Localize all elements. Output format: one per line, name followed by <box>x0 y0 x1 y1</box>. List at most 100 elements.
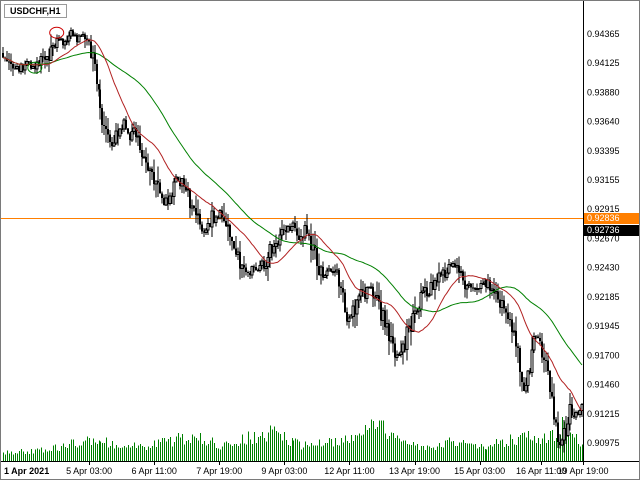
candle-bear <box>342 288 344 293</box>
volume-bar <box>465 443 466 461</box>
volume-bar <box>190 442 191 461</box>
candle-bear <box>141 150 143 157</box>
volume-bar <box>186 440 187 461</box>
candle-bear <box>247 272 249 273</box>
candle-bull <box>433 279 437 291</box>
volume-bar <box>258 437 259 461</box>
candle-bull <box>81 33 85 37</box>
candle-bull <box>479 283 483 290</box>
volume-bar <box>91 444 92 461</box>
candle-bear <box>454 263 456 267</box>
volume-bar <box>228 443 229 461</box>
volume-bar <box>548 440 549 461</box>
volume-bar <box>488 446 489 461</box>
candle-bear <box>253 266 255 268</box>
volume-bar <box>333 446 334 461</box>
candle-bull <box>437 272 441 283</box>
volume-bar <box>381 420 382 461</box>
candle-bull <box>335 269 339 273</box>
candle-bull <box>369 286 373 289</box>
candle-bear <box>577 412 579 415</box>
candle-bear <box>354 305 356 314</box>
candle-bull <box>258 265 262 271</box>
candle-bull <box>459 271 463 274</box>
candle-bear <box>289 226 291 231</box>
volume-bar <box>299 441 300 461</box>
candle-bear <box>163 197 165 206</box>
volume-bar <box>580 446 581 461</box>
candle-bull <box>349 315 353 319</box>
candle-bear <box>245 267 247 273</box>
volume-bar <box>355 435 356 461</box>
volume-bar <box>349 442 350 461</box>
volume-bar <box>429 446 430 461</box>
volume-bar <box>315 445 316 461</box>
ellipse-annotation[interactable] <box>27 61 43 74</box>
candle-bear <box>12 63 14 69</box>
candle-bull <box>512 330 516 333</box>
volume-bar <box>453 441 454 461</box>
candle-bear <box>243 264 245 268</box>
candle-bear <box>86 38 88 40</box>
volume-bar <box>5 454 6 461</box>
volume-bar <box>506 444 507 461</box>
volume-bar <box>39 449 40 461</box>
candle-bull <box>568 403 572 425</box>
volume-bar <box>441 446 442 461</box>
volume-bar <box>461 442 462 461</box>
x-axis-label: 13 Apr 19:00 <box>389 466 440 476</box>
candle-bear <box>529 371 531 373</box>
volume-bar <box>124 446 125 461</box>
volume-bar <box>108 447 109 461</box>
volume-bar <box>325 442 326 461</box>
candle-bear <box>72 30 74 36</box>
y-axis-label: 0.92430 <box>587 262 620 272</box>
volume-bar <box>331 439 332 461</box>
volume-bar <box>419 450 420 461</box>
volume-bar <box>150 448 151 461</box>
candle-bear <box>201 224 203 232</box>
volume-bar <box>415 445 416 461</box>
volume-bar <box>538 437 539 461</box>
volume-bar <box>67 448 68 461</box>
volume-bar <box>361 435 362 461</box>
candle-bear <box>159 182 161 194</box>
candle-bull <box>286 225 290 233</box>
candle-bear <box>34 66 36 69</box>
candle-bear <box>239 251 241 269</box>
volume-bar <box>134 442 135 461</box>
volume-bar <box>276 431 277 461</box>
volume-bar <box>130 447 131 461</box>
candle-bear <box>195 208 197 215</box>
candle-bear <box>392 336 394 344</box>
y-axis-label: 0.94365 <box>587 29 620 39</box>
y-axis-label: 0.91700 <box>587 351 620 361</box>
candle-bear <box>105 125 107 129</box>
candle-bear <box>109 134 111 143</box>
candle-bear <box>294 222 296 229</box>
candle-bear <box>539 338 541 342</box>
candle-bear <box>535 336 537 338</box>
candle-bear <box>30 61 32 69</box>
volume-bar <box>399 438 400 461</box>
ellipse-annotation[interactable] <box>49 26 65 39</box>
candle-bear <box>217 216 219 218</box>
candle-bear <box>330 269 332 272</box>
candle-bear <box>48 56 50 61</box>
candle-bull <box>112 142 116 147</box>
candle-bear <box>541 341 543 358</box>
candle-bull <box>445 272 449 278</box>
candle-bear <box>380 301 382 321</box>
time-scale[interactable] <box>0 462 640 480</box>
candle-bull <box>357 295 361 301</box>
candle-bull <box>268 243 272 258</box>
y-axis-label: 0.91945 <box>587 321 620 331</box>
volume-bar <box>532 440 533 461</box>
candle-bear <box>478 288 480 290</box>
volume-bar <box>397 435 398 461</box>
candle-bull <box>190 205 194 209</box>
candle-bear <box>117 131 119 136</box>
candle-bear <box>537 336 539 339</box>
volume-bar <box>232 446 233 461</box>
